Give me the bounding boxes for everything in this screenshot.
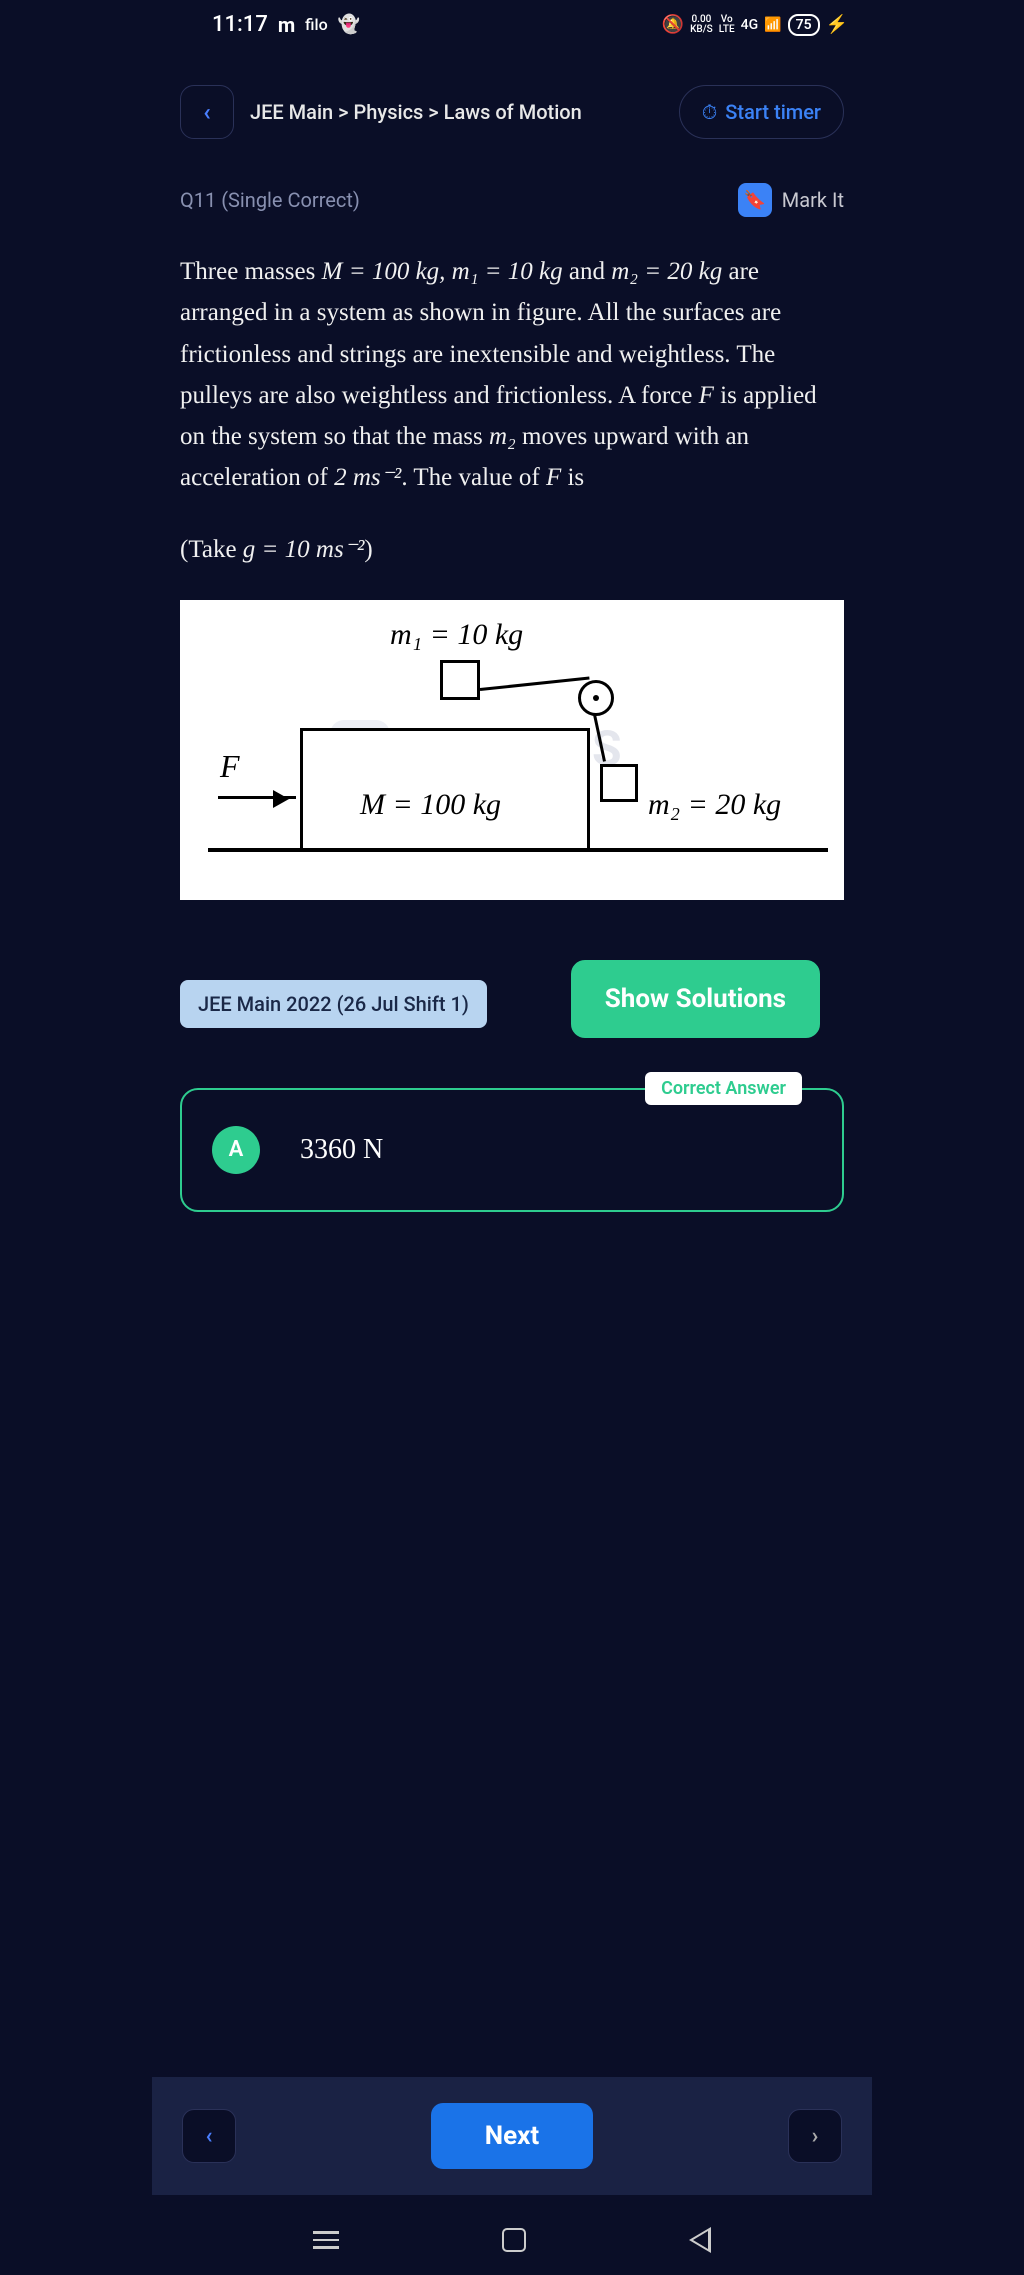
volte-indicator: Vo LTE <box>719 15 735 35</box>
charging-icon: ⚡ <box>826 14 848 35</box>
kbs-indicator: 0.00 KB/S <box>690 15 713 35</box>
fig-m2-box <box>600 764 638 802</box>
question-given: (Take g = 10 ms⁻²) <box>152 509 872 580</box>
status-time: 11:17 <box>212 12 268 37</box>
start-timer-button[interactable]: ⏱ Start timer <box>679 85 844 139</box>
mark-it-button[interactable]: 🔖 Mark It <box>738 183 844 217</box>
question-figure: MARKS m₁ = 10 kg F M = 100 kg m₂ = 20 kg <box>180 600 844 900</box>
app-name: filo <box>305 15 328 34</box>
clock-icon: ⏱ <box>702 100 718 124</box>
status-bar: 11:17 m filo 👻 🔕 0.00 KB/S Vo LTE 4G 📶 7… <box>152 0 872 45</box>
network-indicator: 4G <box>741 17 759 33</box>
bottom-nav: ‹ Next › <box>152 2077 872 2195</box>
fig-m2-label: m₂ = 20 kg <box>648 788 781 822</box>
fig-force-arrow <box>218 796 296 799</box>
bell-icon: 🔕 <box>662 14 684 35</box>
bookmark-icon: 🔖 <box>738 183 772 217</box>
question-text: Three masses M = 100 kg, m₁ = 10 kg and … <box>152 241 872 509</box>
next-arrow-button[interactable]: › <box>788 2109 842 2163</box>
sys-recent-icon[interactable] <box>313 2231 339 2249</box>
prev-button[interactable]: ‹ <box>182 2109 236 2163</box>
fig-force-label: F <box>220 748 240 785</box>
question-number: Q11 (Single Correct) <box>180 188 360 212</box>
option-letter: A <box>212 1126 260 1174</box>
next-button[interactable]: Next <box>431 2103 593 2169</box>
show-solutions-button[interactable]: Show Solutions <box>571 960 820 1038</box>
fig-rope-1 <box>480 676 590 690</box>
exam-tag[interactable]: JEE Main 2022 (26 Jul Shift 1) <box>180 980 487 1028</box>
question-header: Q11 (Single Correct) 🔖 Mark It <box>152 159 872 241</box>
snapchat-icon: 👻 <box>338 14 360 35</box>
breadcrumb[interactable]: JEE Main > Physics > Laws of Motion <box>250 100 663 124</box>
fig-M-label: M = 100 kg <box>360 788 501 822</box>
answer-box[interactable]: Correct Answer A 3360 N <box>180 1088 844 1212</box>
battery-level: 75 <box>788 14 820 36</box>
fig-m1-label: m₁ = 10 kg <box>390 618 523 652</box>
back-button[interactable]: ‹ <box>180 85 234 139</box>
status-right: 🔕 0.00 KB/S Vo LTE 4G 📶 75 ⚡ <box>662 14 848 36</box>
signal-icon: 📶 <box>764 17 781 33</box>
sys-back-icon[interactable] <box>689 2227 711 2253</box>
sys-home-icon[interactable] <box>502 2228 526 2252</box>
app-icon: m <box>278 13 295 37</box>
correct-answer-label: Correct Answer <box>645 1072 802 1105</box>
fig-ground <box>208 848 828 852</box>
answer-value: 3360 N <box>300 1134 383 1166</box>
fig-m1-box <box>440 660 480 700</box>
mark-label: Mark It <box>782 188 844 212</box>
system-nav <box>152 2205 872 2275</box>
status-left: 11:17 m filo 👻 <box>212 12 360 37</box>
timer-label: Start timer <box>725 100 821 124</box>
header-row: ‹ JEE Main > Physics > Laws of Motion ⏱ … <box>152 45 872 159</box>
